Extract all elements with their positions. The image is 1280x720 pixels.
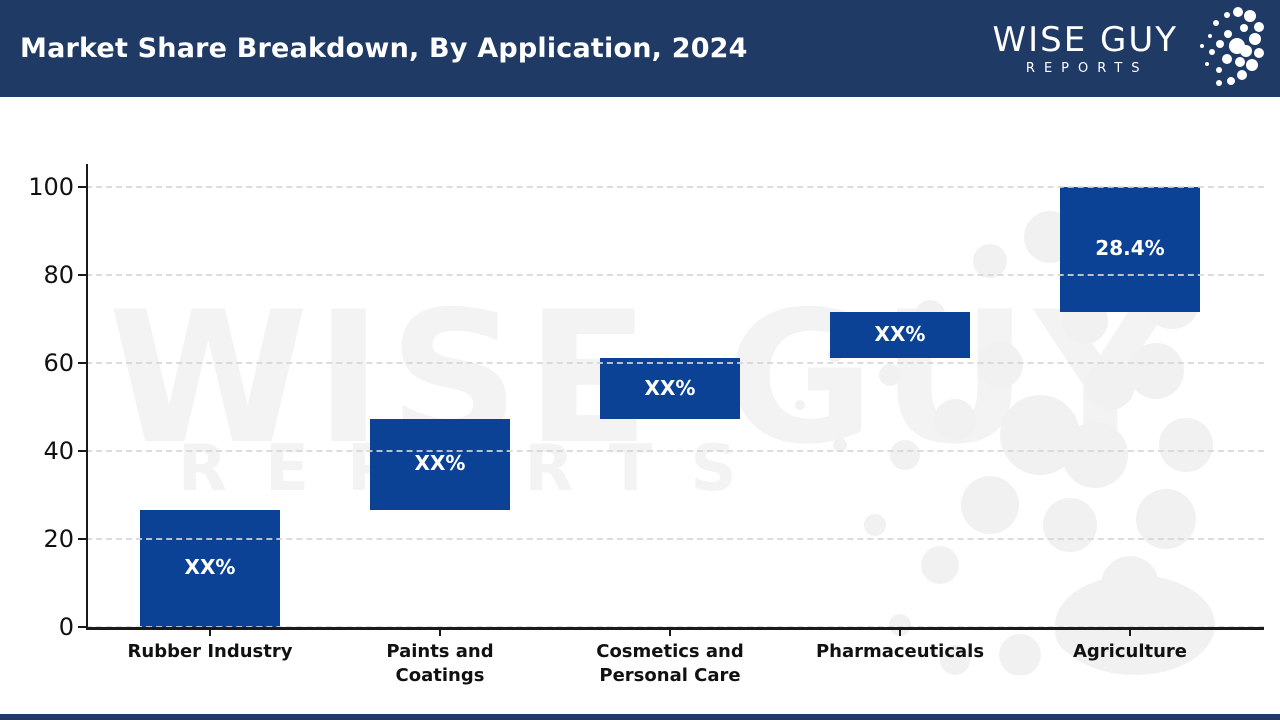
gridline bbox=[86, 538, 1264, 540]
bar-value-label: 28.4% bbox=[1095, 236, 1165, 261]
y-axis-tick bbox=[78, 538, 86, 540]
bar bbox=[600, 358, 740, 419]
bar bbox=[370, 418, 510, 510]
x-axis-line bbox=[86, 627, 1264, 630]
bar-value-label: XX% bbox=[184, 555, 236, 580]
bar bbox=[830, 311, 970, 359]
y-axis-tick bbox=[78, 626, 86, 628]
y-tick-label: 100 bbox=[28, 173, 74, 201]
x-category-label: Paints and Coatings bbox=[386, 641, 494, 686]
x-axis-tick bbox=[209, 627, 211, 636]
chart-title: Market Share Breakdown, By Application, … bbox=[20, 33, 748, 64]
bar-value-label: XX% bbox=[874, 321, 926, 346]
logo-tagline: REPORTS bbox=[1025, 60, 1149, 76]
bar bbox=[1060, 187, 1200, 312]
x-category-label: Agriculture bbox=[1072, 641, 1188, 662]
y-tick-label: 40 bbox=[43, 437, 74, 465]
y-axis-tick bbox=[78, 274, 86, 276]
y-tick-label: 20 bbox=[43, 525, 74, 553]
y-axis-tick bbox=[78, 362, 86, 364]
gridline bbox=[86, 186, 1264, 188]
x-category-label: Rubber Industry bbox=[127, 641, 293, 662]
gridline bbox=[86, 274, 1264, 276]
y-tick-label: 80 bbox=[43, 261, 74, 289]
bar-value-label: XX% bbox=[414, 451, 466, 476]
y-tick-label: 60 bbox=[43, 349, 74, 377]
y-axis-tick bbox=[78, 186, 86, 188]
x-axis-tick bbox=[1129, 627, 1131, 636]
x-category-label: Cosmetics and Personal Care bbox=[596, 641, 744, 686]
footer-bar bbox=[0, 714, 1280, 720]
x-axis-tick bbox=[439, 627, 441, 636]
x-axis-tick bbox=[669, 627, 671, 636]
bar bbox=[140, 509, 280, 627]
wise-guy-reports-logo: WISE GUY REPORTS bbox=[992, 4, 1266, 94]
dotted-face-icon bbox=[1182, 4, 1266, 94]
y-tick-label: 0 bbox=[58, 613, 74, 641]
gridline bbox=[86, 362, 1264, 364]
logo-name: WISE GUY bbox=[992, 19, 1178, 60]
gridline bbox=[86, 450, 1264, 452]
y-axis-tick bbox=[78, 450, 86, 452]
x-axis-tick bbox=[899, 627, 901, 636]
bar-value-label: XX% bbox=[644, 375, 696, 400]
logo-text: WISE GUY REPORTS bbox=[992, 23, 1178, 75]
x-category-label: Pharmaceuticals bbox=[815, 641, 985, 662]
header-bar: Market Share Breakdown, By Application, … bbox=[0, 0, 1280, 97]
y-axis-line bbox=[86, 164, 88, 630]
